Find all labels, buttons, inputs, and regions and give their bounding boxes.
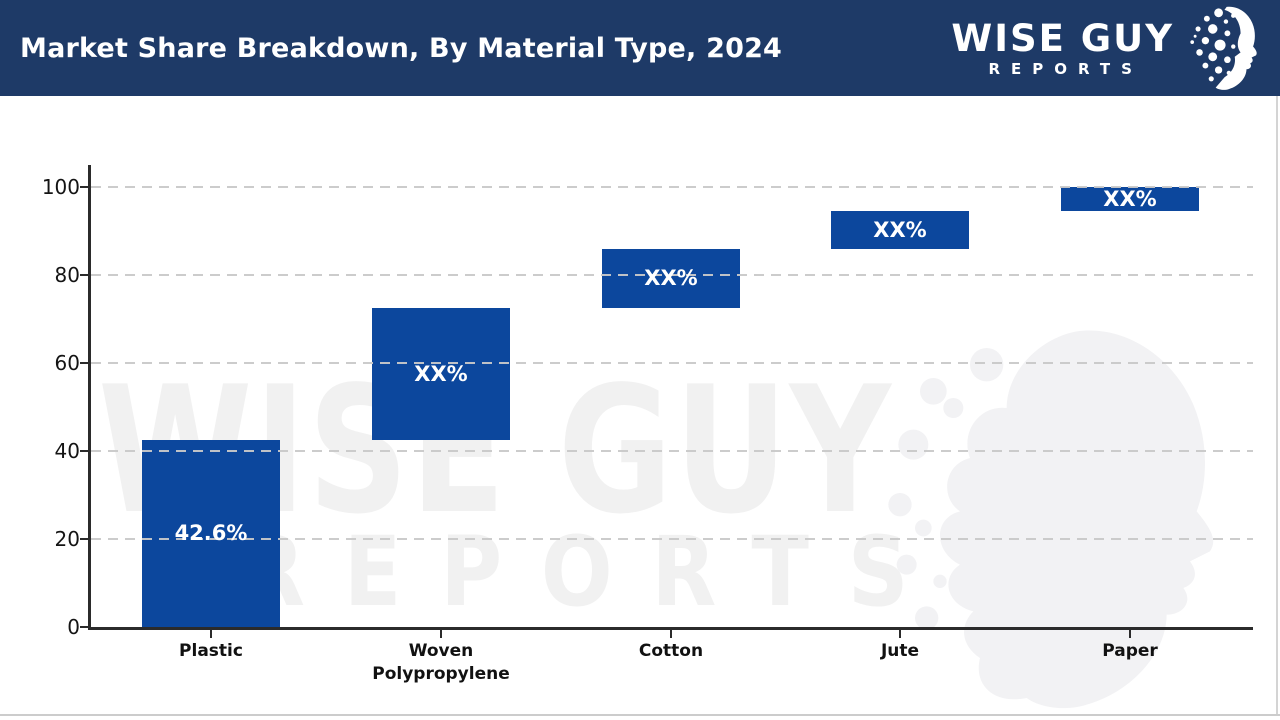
head-profile-icon xyxy=(1190,6,1257,90)
y-tick-label: 40 xyxy=(54,439,80,463)
bar-value-label: 42.6% xyxy=(174,521,248,546)
x-tick-mark xyxy=(670,630,672,638)
y-tick-label: 20 xyxy=(54,527,80,551)
x-tick-mark xyxy=(440,630,442,638)
gridline-y20 xyxy=(91,538,1253,540)
image-right-border xyxy=(1276,96,1278,714)
y-axis-line xyxy=(88,165,91,629)
y-tick-mark xyxy=(80,626,88,628)
x-tick-label: Plastic xyxy=(179,641,243,661)
bar-value-label: XX% xyxy=(414,361,468,386)
y-tick-mark xyxy=(80,362,88,364)
bar-value-label: XX% xyxy=(1103,187,1157,212)
watermark-head-profile xyxy=(888,330,1214,709)
bar-value-label: XX% xyxy=(873,217,927,242)
gridline-y60 xyxy=(91,362,1253,364)
y-tick-label: 100 xyxy=(41,175,80,199)
y-tick-mark xyxy=(80,450,88,452)
bar-woven-polypropylene xyxy=(372,308,510,440)
bar-paper xyxy=(1061,187,1199,212)
gridline-y80 xyxy=(91,274,1253,276)
y-tick-label: 80 xyxy=(54,263,80,287)
y-tick-mark xyxy=(80,538,88,540)
x-tick-mark xyxy=(899,630,901,638)
x-tick-label: Paper xyxy=(1102,641,1158,661)
gridline-y100 xyxy=(91,186,1253,188)
x-tick-label: Cotton xyxy=(638,641,704,661)
bar-cotton xyxy=(602,248,740,308)
image-bottom-border xyxy=(0,714,1280,716)
x-tick-label: Woven Polypropylene xyxy=(372,641,510,684)
bar-jute xyxy=(831,211,969,249)
y-tick-label: 60 xyxy=(54,351,80,375)
header-bar: Market Share Breakdown, By Material Type… xyxy=(0,0,1280,96)
x-tick-label: Jute xyxy=(880,641,920,661)
x-axis-line xyxy=(88,627,1253,630)
y-tick-mark xyxy=(80,186,88,188)
gridline-y40 xyxy=(91,450,1253,452)
y-tick-mark xyxy=(80,274,88,276)
wise-guy-reports-logo: WISE GUY REPORTS xyxy=(951,4,1280,92)
bar-plastic xyxy=(142,439,280,627)
x-tick-mark xyxy=(1129,630,1131,638)
bar-value-label: XX% xyxy=(644,266,698,291)
x-tick-mark xyxy=(210,630,212,638)
logo-text: WISE GUY REPORTS xyxy=(951,20,1174,77)
page-title: Market Share Breakdown, By Material Type… xyxy=(20,32,783,64)
y-tick-label: 0 xyxy=(67,615,80,639)
logo-wordmark: WISE GUY xyxy=(951,16,1174,60)
logo-subtitle: REPORTS xyxy=(988,59,1143,78)
watermark-subtitle: REPORTS xyxy=(240,516,948,628)
